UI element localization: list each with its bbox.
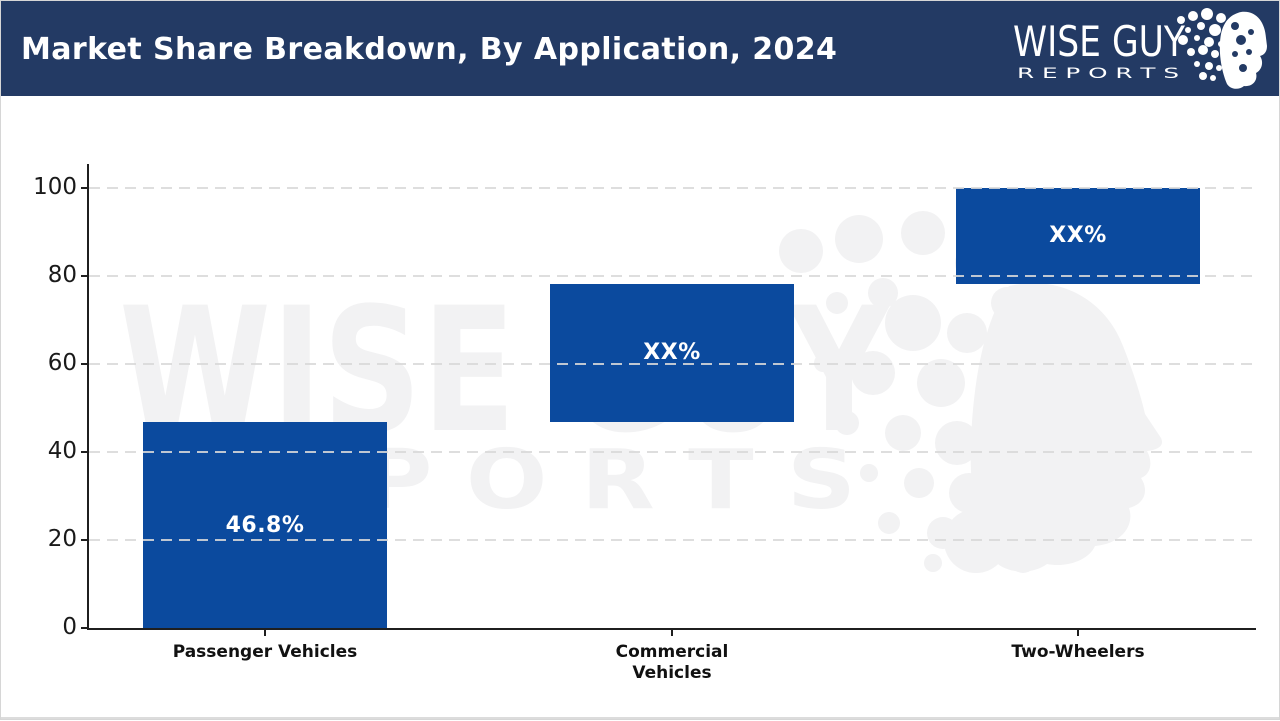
y-tick-mark <box>81 363 88 365</box>
x-category-label-2: Commercial Vehicles <box>615 642 729 684</box>
bar-value-label: XX% <box>643 340 701 366</box>
x-tick-mark <box>671 630 673 636</box>
y-tick-mark <box>81 451 88 453</box>
x-category-label-3: Two-Wheelers <box>1011 642 1145 662</box>
y-tick-label-0: 0 <box>62 614 77 640</box>
y-tick-label-80: 80 <box>47 262 77 288</box>
bar-2: XX% <box>550 283 794 423</box>
wise-guy-logo: WISE GUY R E P O R T S <box>1011 8 1267 92</box>
y-tick-label-60: 60 <box>47 350 77 376</box>
watermark-face-icon <box>970 283 1163 572</box>
bar-1: 46.8% <box>143 422 387 628</box>
y-tick-label-40: 40 <box>47 438 77 464</box>
y-tick-mark <box>81 539 88 541</box>
x-tick-mark <box>1077 630 1079 636</box>
bar-chart: WISE GUY R E P O R T S <box>1 96 1279 719</box>
logo-reports-text: R E P O R T S <box>1017 66 1179 82</box>
x-tick-mark <box>264 630 266 636</box>
chart-title: Market Share Breakdown, By Application, … <box>21 32 838 67</box>
y-tick-mark <box>81 627 88 629</box>
page-bottom-border <box>1 717 1279 719</box>
y-tick-label-100: 100 <box>33 174 77 200</box>
bar-3: XX% <box>956 188 1200 284</box>
logo-face-icon <box>1219 11 1267 89</box>
y-tick-mark <box>81 275 88 277</box>
x-category-label-1: Passenger Vehicles <box>172 642 358 662</box>
header-band: Market Share Breakdown, By Application, … <box>1 1 1279 96</box>
y-tick-mark <box>81 187 88 189</box>
y-tick-label-20: 20 <box>47 526 77 552</box>
ticks-layer: 0 20 40 60 80 100 Passenger Vehicles Commercial… <box>1 96 1279 719</box>
bar-value-label: XX% <box>1049 223 1107 249</box>
x-axis-line <box>89 628 1256 630</box>
logo-brand-text: WISE GUY <box>1013 17 1185 66</box>
bar-value-label: 46.8% <box>225 512 305 538</box>
y-axis-line <box>87 164 89 630</box>
